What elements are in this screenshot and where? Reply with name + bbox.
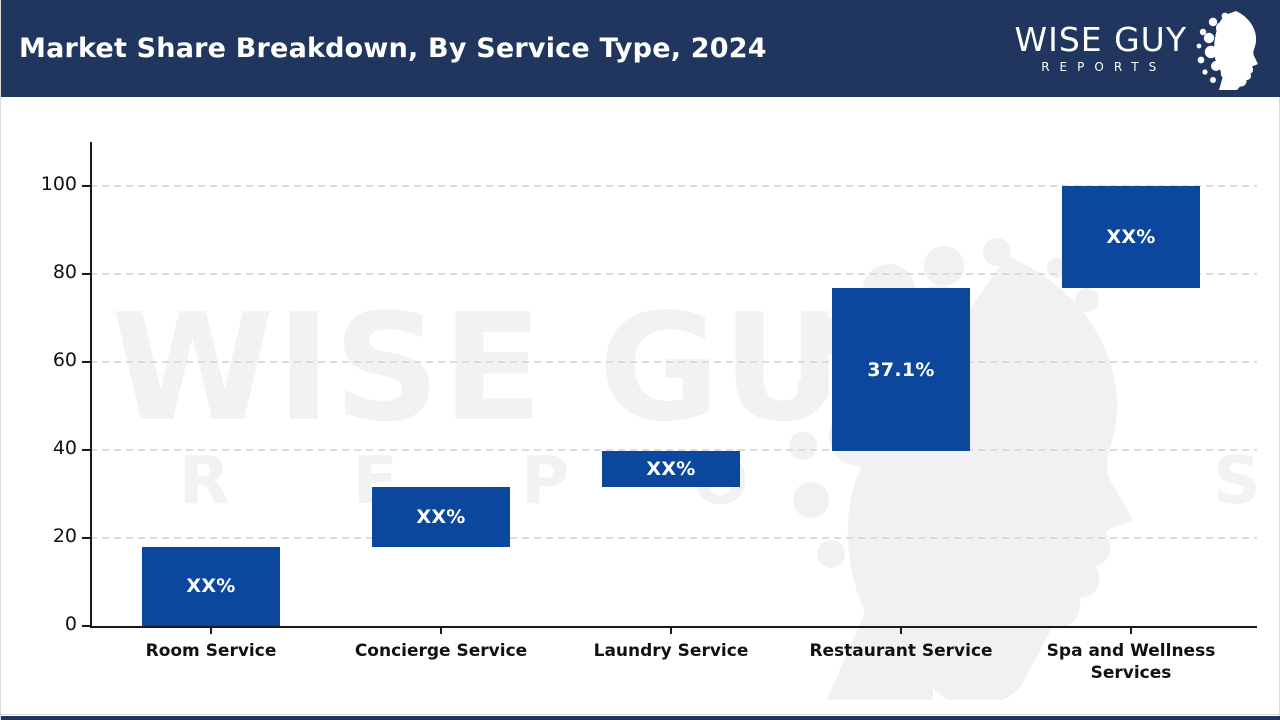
header: Market Share Breakdown, By Service Type,… [1, 0, 1280, 97]
x-axis-line [90, 626, 1257, 628]
y-tick-label-60: 60 [52, 349, 77, 371]
x-tick-3 [900, 627, 902, 634]
grid-line-40 [90, 449, 1257, 451]
x-category-label: Restaurant Service [809, 641, 993, 661]
wise-guy-reports-logo: WISE GUY REPORTS [1014, 8, 1267, 90]
x-tick-0 [210, 627, 212, 634]
page-title: Market Share Breakdown, By Service Type,… [19, 33, 767, 64]
logo-wordmark: WISE GUY [1014, 20, 1187, 60]
grid-line-80 [90, 273, 1257, 275]
bar-value-label: 37.1% [867, 358, 935, 381]
logo-text: WISE GUY REPORTS [1014, 23, 1187, 74]
bar-concierge-service: XX% [372, 487, 510, 547]
logo-subtitle: REPORTS [1041, 59, 1167, 74]
bar-spa-and-wellness-services: XX% [1062, 186, 1200, 289]
logo-face-icon [1196, 10, 1258, 90]
y-tick-label-80: 80 [52, 261, 77, 283]
watermark-wordmark: WISE GUY [111, 282, 954, 454]
grid-line-20 [90, 537, 1257, 539]
y-tick-label-20: 20 [52, 525, 77, 547]
y-tick-40 [82, 449, 90, 451]
y-tick-0 [82, 625, 90, 627]
x-category-label: Room Service [145, 641, 277, 661]
bar-laundry-service: XX% [602, 451, 740, 488]
y-axis-line [90, 142, 92, 628]
x-tick-4 [1130, 627, 1132, 634]
x-category-label: Laundry Service [593, 641, 749, 661]
x-category-label: Concierge Service [354, 641, 528, 661]
y-tick-label-100: 100 [40, 173, 77, 195]
y-tick-100 [82, 185, 90, 187]
footer-band [1, 716, 1280, 720]
x-tick-1 [440, 627, 442, 634]
x-category-label: Spa and Wellness Services [1046, 641, 1216, 684]
y-tick-label-40: 40 [52, 437, 77, 459]
bar-restaurant-service: 37.1% [832, 288, 970, 452]
bar-value-label: XX% [186, 575, 236, 598]
grid-line-60 [90, 361, 1257, 363]
bottom-border [1, 714, 1280, 715]
bar-value-label: XX% [416, 506, 466, 529]
y-tick-20 [82, 537, 90, 539]
bar-room-service: XX% [142, 546, 280, 626]
bar-value-label: XX% [646, 458, 696, 481]
y-tick-label-0: 0 [64, 613, 77, 635]
bar-value-label: XX% [1106, 226, 1156, 249]
x-tick-2 [670, 627, 672, 634]
y-tick-80 [82, 273, 90, 275]
y-tick-60 [82, 361, 90, 363]
grid-line-100 [90, 185, 1257, 187]
